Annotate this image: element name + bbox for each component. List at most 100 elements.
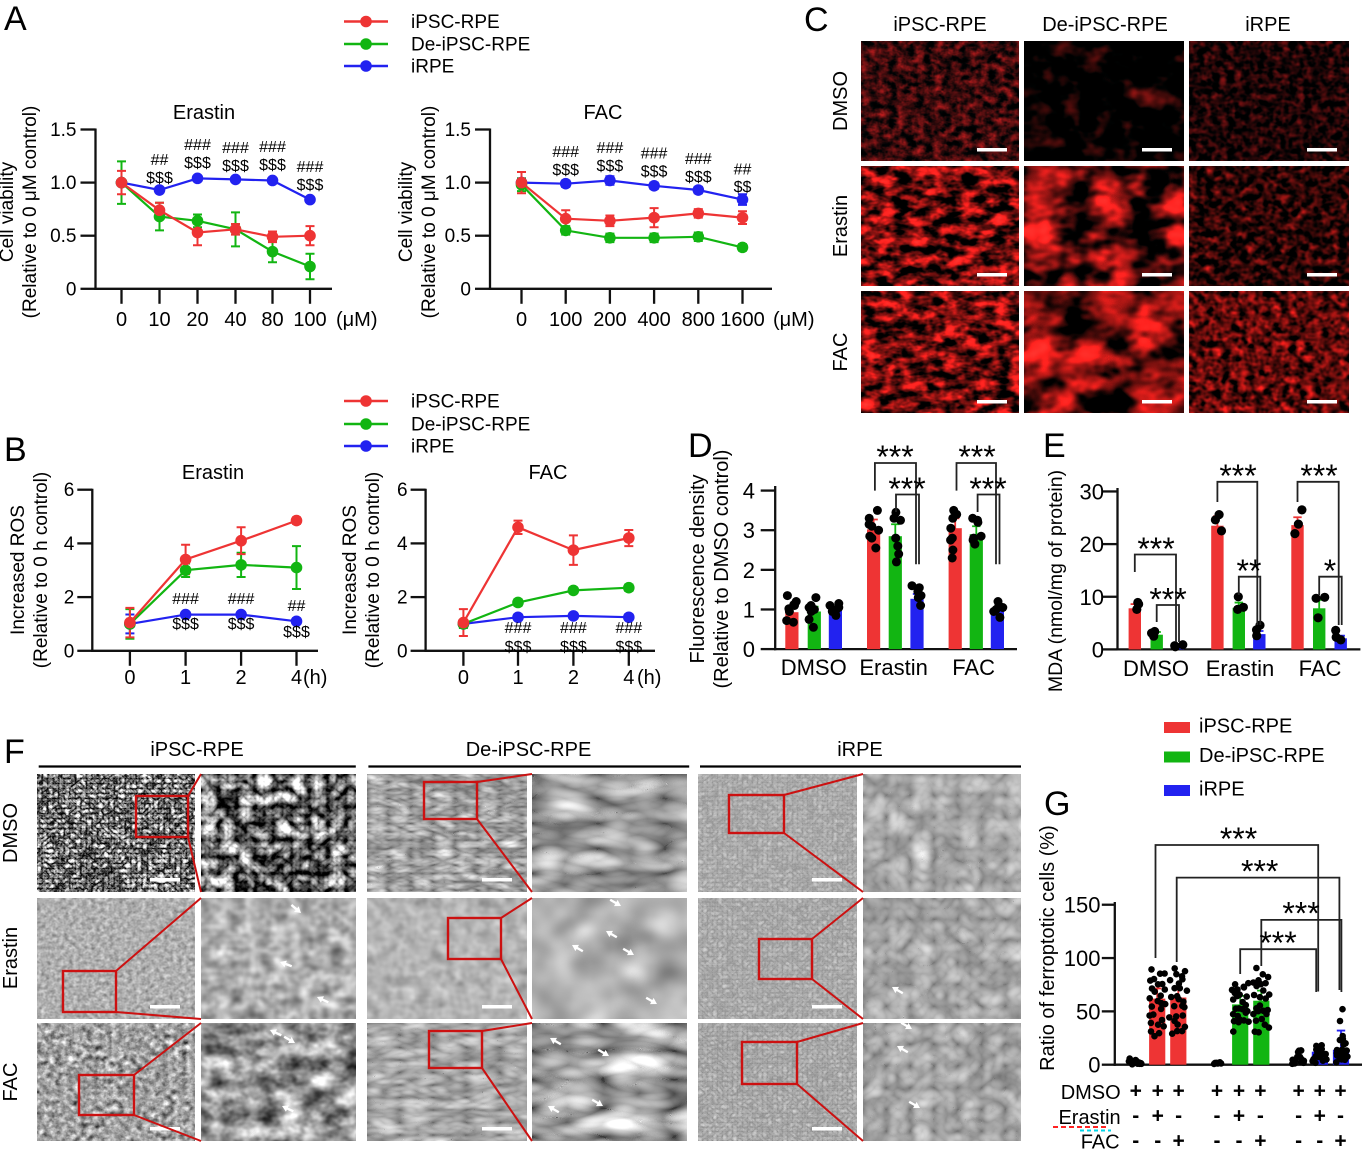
svg-text:+: + xyxy=(1233,1105,1245,1128)
svg-text:+: + xyxy=(1292,1080,1304,1103)
svg-text:0: 0 xyxy=(124,667,135,689)
svg-text:DMSO: DMSO xyxy=(781,655,847,680)
svg-text:+: + xyxy=(1314,1080,1326,1103)
svg-text:+: + xyxy=(1334,1080,1346,1103)
svg-text:***: *** xyxy=(1137,531,1174,567)
svg-text:0.5: 0.5 xyxy=(445,226,471,247)
svg-text:1.0: 1.0 xyxy=(445,173,471,194)
svg-text:***: *** xyxy=(1241,853,1278,889)
svg-text:(Relative to 0 μM control): (Relative to 0 μM control) xyxy=(419,106,440,319)
svg-text:1.5: 1.5 xyxy=(445,120,471,141)
svg-text:DMSO: DMSO xyxy=(830,71,852,131)
svg-text:-: - xyxy=(1295,1130,1302,1153)
svg-text:+: + xyxy=(1314,1105,1326,1128)
svg-text:iPSC-RPE: iPSC-RPE xyxy=(411,12,500,33)
svg-text:iPSC-RPE: iPSC-RPE xyxy=(1199,716,1292,738)
svg-text:20: 20 xyxy=(1080,532,1104,557)
svg-text:2: 2 xyxy=(397,588,408,609)
svg-text:$$$: $$$ xyxy=(184,155,211,172)
svg-text:$$$: $$$ xyxy=(685,169,712,186)
svg-text:De-iPSC-RPE: De-iPSC-RPE xyxy=(466,739,592,761)
svg-text:A: A xyxy=(4,0,27,38)
svg-text:-: - xyxy=(1337,1105,1344,1128)
svg-text:-: - xyxy=(1214,1105,1221,1128)
svg-text:***: *** xyxy=(1259,925,1296,961)
svg-text:1600: 1600 xyxy=(720,309,765,331)
svg-text:(μM): (μM) xyxy=(336,309,378,331)
svg-text:$$$: $$$ xyxy=(552,162,579,179)
svg-text:0: 0 xyxy=(66,279,77,300)
svg-text:$$$: $$$ xyxy=(297,177,324,194)
svg-text:Erastin: Erastin xyxy=(1206,656,1274,681)
svg-text:+: + xyxy=(1152,1105,1164,1128)
svg-text:Erastin: Erastin xyxy=(830,195,852,257)
svg-text:F: F xyxy=(4,733,25,771)
svg-text:+: + xyxy=(1211,1080,1223,1103)
svg-text:iRPE: iRPE xyxy=(1199,779,1245,801)
svg-text:###: ### xyxy=(597,140,624,157)
svg-text:$$$: $$$ xyxy=(146,170,173,187)
svg-text:###: ### xyxy=(297,159,324,176)
svg-text:$$$: $$$ xyxy=(228,616,255,633)
svg-text:-: - xyxy=(1236,1130,1243,1153)
svg-text:Erastin: Erastin xyxy=(182,462,244,484)
svg-text:-: - xyxy=(1316,1130,1323,1153)
svg-text:Cell viability: Cell viability xyxy=(0,161,18,262)
svg-text:Cell viability: Cell viability xyxy=(396,161,417,262)
svg-text:$$$: $$$ xyxy=(597,158,624,175)
svg-text:##: ## xyxy=(288,598,306,615)
svg-text:Increased ROS: Increased ROS xyxy=(340,505,361,635)
svg-text:80: 80 xyxy=(261,309,283,331)
svg-text:$$$: $$$ xyxy=(615,639,642,656)
svg-text:De-iPSC-RPE: De-iPSC-RPE xyxy=(411,415,530,436)
svg-text:$$$: $$$ xyxy=(283,624,310,641)
svg-text:400: 400 xyxy=(637,309,670,331)
svg-text:Erastin: Erastin xyxy=(173,102,235,124)
svg-text:##: ## xyxy=(734,162,752,179)
svg-text:De-iPSC-RPE: De-iPSC-RPE xyxy=(1042,14,1168,36)
svg-text:0: 0 xyxy=(743,637,755,662)
svg-text:B: B xyxy=(4,431,27,469)
svg-text:D: D xyxy=(688,427,713,465)
svg-text:Erastin: Erastin xyxy=(0,927,22,989)
svg-text:Increased ROS: Increased ROS xyxy=(8,505,29,635)
svg-text:+: + xyxy=(1233,1080,1245,1103)
svg-text:+: + xyxy=(1172,1080,1184,1103)
svg-text:$$$: $$$ xyxy=(560,639,587,656)
svg-text:150: 150 xyxy=(1064,893,1101,918)
svg-text:C: C xyxy=(804,1,829,39)
svg-text:0: 0 xyxy=(460,279,471,300)
svg-text:20: 20 xyxy=(186,309,208,331)
svg-text:(Relative to DMSO control): (Relative to DMSO control) xyxy=(711,450,733,689)
svg-text:100: 100 xyxy=(1064,946,1101,971)
svg-text:0: 0 xyxy=(458,667,469,689)
svg-text:###: ### xyxy=(172,591,199,608)
svg-text:De-iPSC-RPE: De-iPSC-RPE xyxy=(1199,745,1325,767)
svg-text:200: 200 xyxy=(593,309,626,331)
svg-text:1: 1 xyxy=(743,597,755,622)
svg-text:DMSO: DMSO xyxy=(1061,1082,1121,1104)
svg-text:+: + xyxy=(1334,1130,1346,1153)
svg-text:DMSO: DMSO xyxy=(0,803,22,863)
svg-text:$$$: $$$ xyxy=(259,157,286,174)
svg-text:###: ### xyxy=(552,144,579,161)
svg-text:***: *** xyxy=(876,439,913,475)
svg-text:2: 2 xyxy=(236,667,247,689)
svg-text:0: 0 xyxy=(116,309,127,331)
svg-text:iPSC-RPE: iPSC-RPE xyxy=(893,14,986,36)
svg-text:-: - xyxy=(1257,1105,1264,1128)
svg-text:4: 4 xyxy=(743,479,755,504)
svg-text:(Relative to 0 μM control): (Relative to 0 μM control) xyxy=(20,106,41,319)
svg-text:40: 40 xyxy=(224,309,246,331)
svg-text:1.5: 1.5 xyxy=(50,120,76,141)
svg-text:iPSC-RPE: iPSC-RPE xyxy=(150,739,243,761)
svg-text:***: *** xyxy=(1300,458,1337,494)
svg-text:1: 1 xyxy=(512,667,523,689)
svg-text:0.5: 0.5 xyxy=(50,226,76,247)
svg-text:-: - xyxy=(1132,1105,1139,1128)
svg-text:FAC: FAC xyxy=(0,1063,22,1102)
svg-text:MDA (nmol/mg of protein): MDA (nmol/mg of protein) xyxy=(1045,470,1067,692)
svg-text:FAC: FAC xyxy=(952,655,995,680)
svg-text:###: ### xyxy=(228,591,255,608)
svg-text:De-iPSC-RPE: De-iPSC-RPE xyxy=(411,35,530,56)
